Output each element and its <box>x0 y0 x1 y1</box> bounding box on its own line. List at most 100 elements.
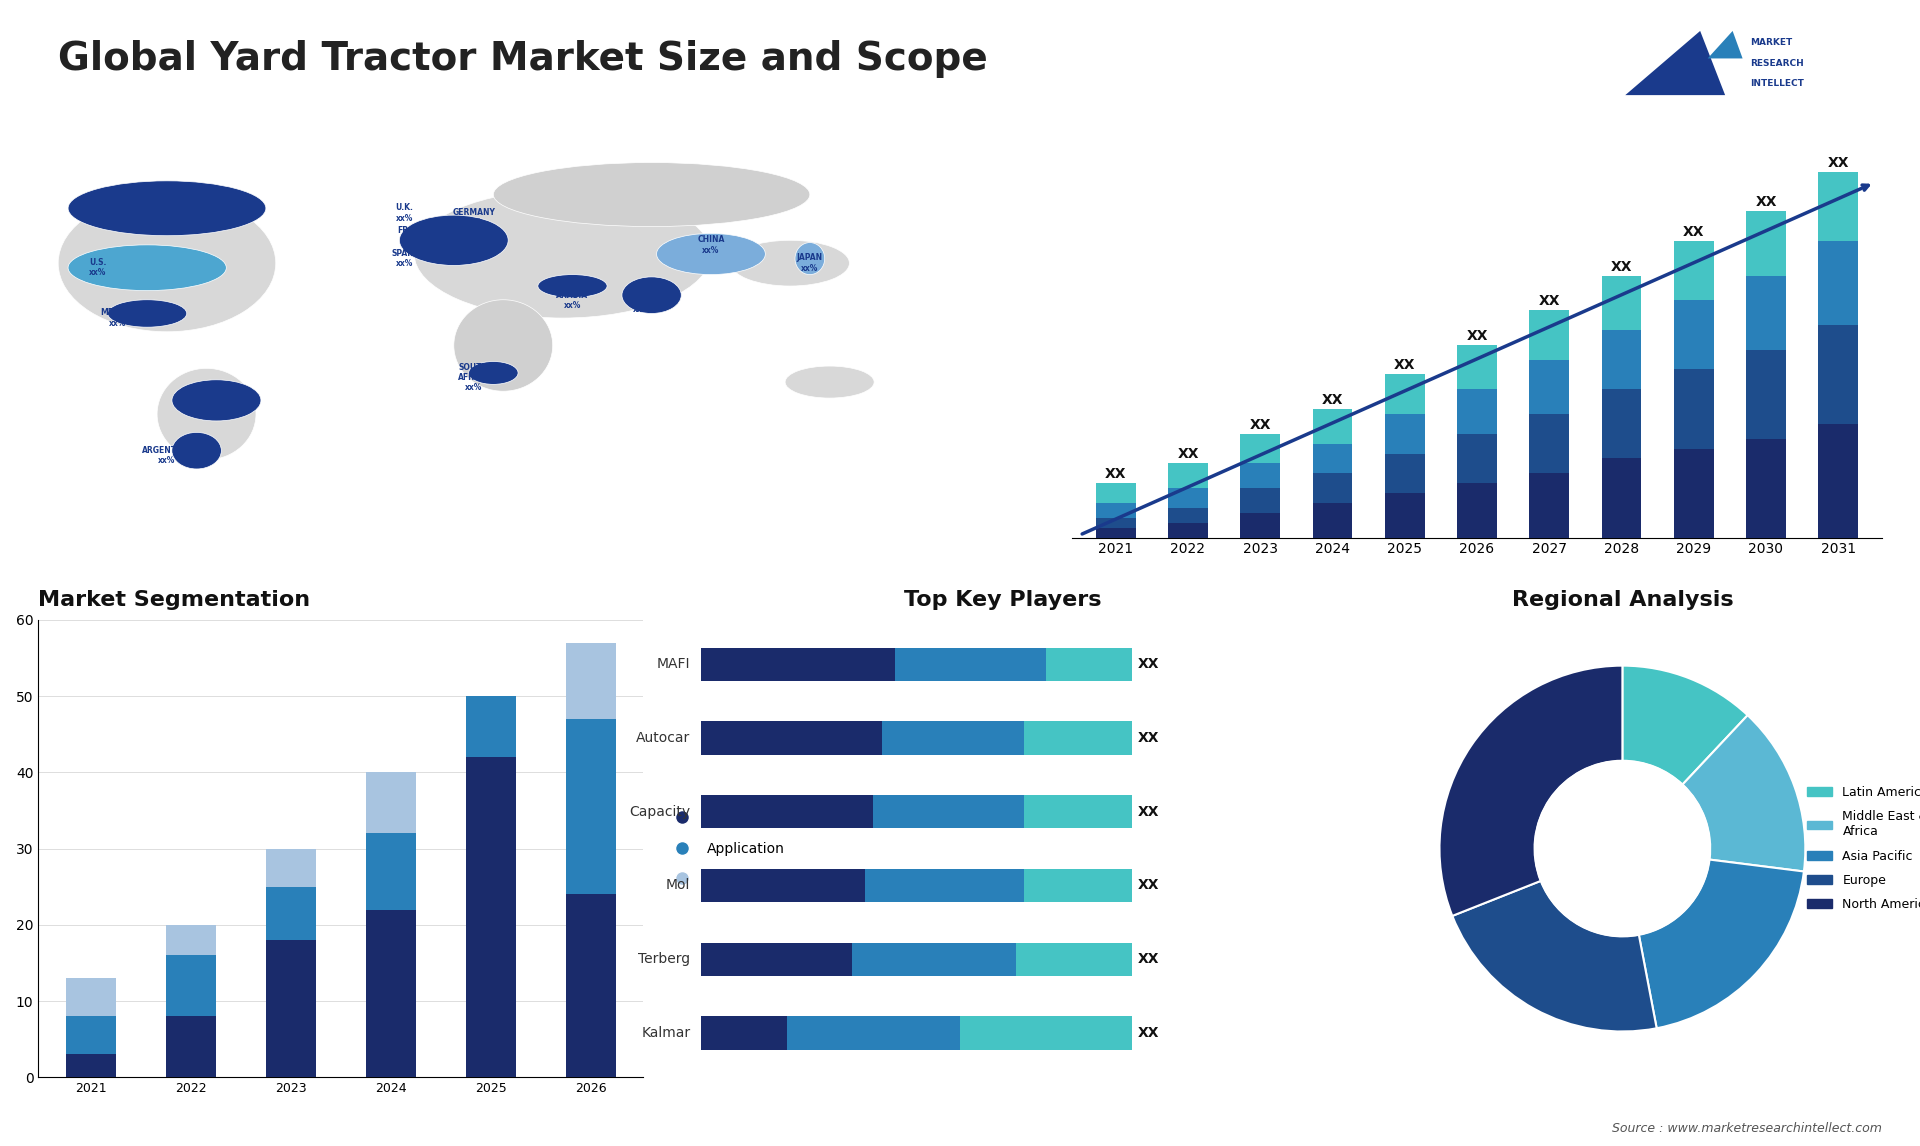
Text: Capacity: Capacity <box>630 804 691 818</box>
Text: XX: XX <box>1137 879 1160 893</box>
Bar <box>1167 463 1208 488</box>
Text: XX: XX <box>1611 259 1632 274</box>
Text: Autocar: Autocar <box>636 731 691 745</box>
Text: Market Segmentation: Market Segmentation <box>38 590 311 610</box>
Bar <box>960 1017 1133 1050</box>
Bar <box>1457 484 1498 537</box>
Wedge shape <box>1682 715 1805 871</box>
Text: ARGENTINA
xx%: ARGENTINA xx% <box>142 446 192 465</box>
Bar <box>1674 241 1715 300</box>
Bar <box>1818 424 1859 537</box>
Legend: Latin America, Middle East &
Africa, Asia Pacific, Europe, North America: Latin America, Middle East & Africa, Asi… <box>1803 782 1920 916</box>
Bar <box>165 1017 215 1077</box>
Text: XX: XX <box>1828 156 1849 170</box>
Bar <box>1384 454 1425 493</box>
Bar <box>1601 275 1642 330</box>
Bar <box>367 833 417 910</box>
Bar <box>1096 527 1135 537</box>
Bar <box>864 869 1023 902</box>
Bar <box>1530 360 1569 414</box>
Ellipse shape <box>58 195 276 331</box>
Ellipse shape <box>493 163 810 227</box>
Bar <box>881 721 1023 754</box>
Bar <box>1601 390 1642 458</box>
Bar <box>265 848 315 887</box>
Text: Terberg: Terberg <box>637 952 691 966</box>
Text: MARKET: MARKET <box>1751 38 1793 47</box>
Text: Mol: Mol <box>666 879 691 893</box>
Bar <box>1023 869 1133 902</box>
Text: FRANCE
xx%: FRANCE xx% <box>397 226 432 245</box>
Text: Global Yard Tractor Market Size and Scope: Global Yard Tractor Market Size and Scop… <box>58 40 987 78</box>
Bar <box>701 647 895 681</box>
Text: U.K.
xx%: U.K. xx% <box>396 203 413 222</box>
Text: XX: XX <box>1137 731 1160 745</box>
Text: RESEARCH: RESEARCH <box>1751 58 1803 68</box>
Ellipse shape <box>415 190 710 319</box>
Bar <box>1745 275 1786 350</box>
Text: SOUTH
AFRICA
xx%: SOUTH AFRICA xx% <box>457 362 490 392</box>
Bar <box>1530 311 1569 360</box>
Text: BRAZIL
xx%: BRAZIL xx% <box>180 391 211 410</box>
Text: CHINA
xx%: CHINA xx% <box>697 235 724 254</box>
Text: XX: XX <box>1321 393 1344 407</box>
Ellipse shape <box>108 300 186 328</box>
Text: MEXICO
xx%: MEXICO xx% <box>100 308 134 328</box>
Bar <box>265 887 315 940</box>
Bar <box>1674 300 1715 369</box>
Bar <box>1745 350 1786 439</box>
Text: XX: XX <box>1538 295 1559 308</box>
Bar <box>1096 503 1135 518</box>
Bar <box>1818 325 1859 424</box>
Text: XX: XX <box>1137 1026 1160 1039</box>
Text: INDIA
xx%: INDIA xx% <box>630 295 655 314</box>
Ellipse shape <box>173 379 261 421</box>
Text: SPAIN
xx%: SPAIN xx% <box>392 249 417 268</box>
Bar <box>265 940 315 1077</box>
Text: Kalmar: Kalmar <box>641 1026 691 1039</box>
Text: XX: XX <box>1467 329 1488 343</box>
Bar <box>1023 721 1133 754</box>
Bar <box>165 956 215 1017</box>
Bar <box>874 795 1023 829</box>
Bar <box>701 1017 787 1050</box>
Text: GERMANY
xx%: GERMANY xx% <box>451 207 495 227</box>
Bar <box>1384 414 1425 454</box>
Text: XX: XX <box>1250 418 1271 432</box>
Bar <box>701 795 874 829</box>
Bar <box>1457 345 1498 390</box>
Wedge shape <box>1622 666 1747 785</box>
Bar <box>1167 508 1208 523</box>
Bar <box>1313 409 1352 444</box>
Bar <box>1313 444 1352 473</box>
Bar <box>1818 241 1859 325</box>
Text: XX: XX <box>1755 195 1776 210</box>
Bar <box>1096 518 1135 527</box>
Text: ITALY
xx%: ITALY xx% <box>463 235 486 254</box>
Bar <box>1530 473 1569 537</box>
Bar <box>1457 433 1498 484</box>
Wedge shape <box>1452 881 1657 1031</box>
Bar <box>701 869 864 902</box>
Bar <box>701 943 852 975</box>
Bar <box>1240 463 1281 488</box>
Bar <box>1674 448 1715 537</box>
Ellipse shape <box>657 234 766 275</box>
Ellipse shape <box>795 243 826 275</box>
Ellipse shape <box>453 300 553 391</box>
Bar <box>65 979 115 1017</box>
Ellipse shape <box>67 181 265 236</box>
Bar <box>1313 503 1352 537</box>
Ellipse shape <box>468 361 518 384</box>
Bar <box>1240 513 1281 537</box>
Text: JAPAN
xx%: JAPAN xx% <box>797 253 824 273</box>
Bar <box>852 943 1016 975</box>
Text: XX: XX <box>1137 952 1160 966</box>
Bar <box>1167 523 1208 537</box>
Text: XX: XX <box>1177 447 1198 462</box>
Ellipse shape <box>785 366 874 398</box>
Ellipse shape <box>732 241 849 286</box>
Text: SAUDI
ARABIA
xx%: SAUDI ARABIA xx% <box>557 281 589 311</box>
Bar <box>1240 488 1281 513</box>
Ellipse shape <box>173 432 221 469</box>
